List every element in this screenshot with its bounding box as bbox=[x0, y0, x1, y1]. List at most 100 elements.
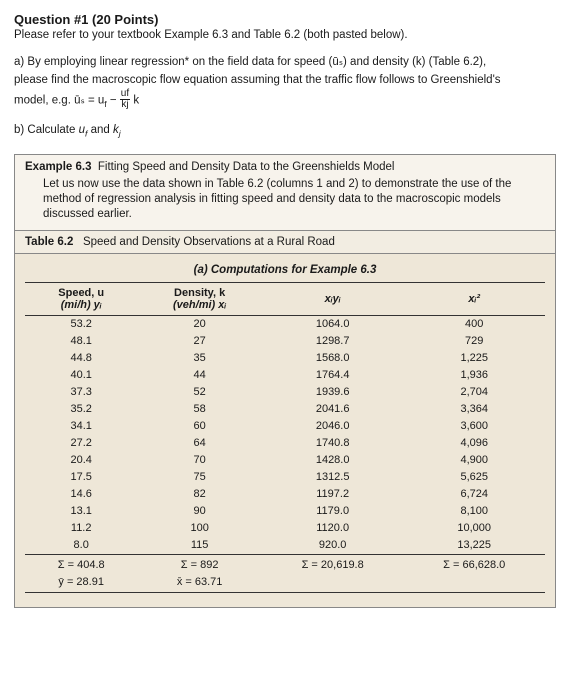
table-cell: 17.5 bbox=[25, 469, 137, 486]
table-cell: 90 bbox=[137, 503, 262, 520]
table-cell: 82 bbox=[137, 486, 262, 503]
table-row: 17.5751312.55,625 bbox=[25, 469, 545, 486]
table-sum-cell: Σ = 404.8 bbox=[25, 554, 137, 573]
table-cell: 75 bbox=[137, 469, 262, 486]
table-cell: 35.2 bbox=[25, 401, 137, 418]
table-cell: 37.3 bbox=[25, 384, 137, 401]
table-cell: 52 bbox=[137, 384, 262, 401]
table-row: 14.6821197.26,724 bbox=[25, 486, 545, 503]
table-cell: 1197.2 bbox=[262, 486, 404, 503]
table-sum-cell: Σ = 66,628.0 bbox=[403, 554, 545, 573]
table-mean-cell: ȳ = 28.91 bbox=[25, 573, 137, 592]
table-cell: 14.6 bbox=[25, 486, 137, 503]
table-cell: 27 bbox=[137, 333, 262, 350]
example-box: Example 6.3 Fitting Speed and Density Da… bbox=[14, 154, 556, 231]
table-cell: 3,364 bbox=[403, 401, 545, 418]
table-cell: 8,100 bbox=[403, 503, 545, 520]
table-cell: 1,936 bbox=[403, 367, 545, 384]
table-row: 34.1602046.03,600 bbox=[25, 418, 545, 435]
table-cell: 1179.0 bbox=[262, 503, 404, 520]
table-cell: 13,225 bbox=[403, 537, 545, 555]
part-a-line1: a) By employing linear regression* on th… bbox=[14, 55, 556, 71]
table-sum-cell: Σ = 20,619.8 bbox=[262, 554, 404, 573]
table-cell: 11.2 bbox=[25, 520, 137, 537]
table-cell: 4,096 bbox=[403, 435, 545, 452]
table-cell: 1428.0 bbox=[262, 452, 404, 469]
part-b: b) Calculate uf and kj bbox=[14, 123, 556, 140]
table-cell: 64 bbox=[137, 435, 262, 452]
table-cell: 1312.5 bbox=[262, 469, 404, 486]
table-cell: 5,625 bbox=[403, 469, 545, 486]
example-label: Example 6.3 bbox=[25, 161, 91, 173]
table-cell: 115 bbox=[137, 537, 262, 555]
table-wrap: (a) Computations for Example 6.3 Speed, … bbox=[14, 254, 556, 608]
table-row: 44.8351568.01,225 bbox=[25, 350, 545, 367]
table-subtitle: (a) Computations for Example 6.3 bbox=[25, 260, 545, 282]
table-cell: 27.2 bbox=[25, 435, 137, 452]
table-cell: 35 bbox=[137, 350, 262, 367]
table-cell: 2046.0 bbox=[262, 418, 404, 435]
part-a-line3: model, e.g. ūₛ = uf − uf kj k bbox=[14, 90, 556, 111]
table-cell: 60 bbox=[137, 418, 262, 435]
table-row: 8.0115920.013,225 bbox=[25, 537, 545, 555]
table-row: 40.1441764.41,936 bbox=[25, 367, 545, 384]
example-body: Let us now use the data shown in Table 6… bbox=[25, 177, 545, 222]
table-cell: 48.1 bbox=[25, 333, 137, 350]
table-cell: 53.2 bbox=[25, 315, 137, 333]
table-cell: 920.0 bbox=[262, 537, 404, 555]
table-cell: 4,900 bbox=[403, 452, 545, 469]
table-cell: 400 bbox=[403, 315, 545, 333]
table-cell: 10,000 bbox=[403, 520, 545, 537]
table-cell: 13.1 bbox=[25, 503, 137, 520]
table-cell: 1939.6 bbox=[262, 384, 404, 401]
table-cell: 729 bbox=[403, 333, 545, 350]
col-xy-header: xᵢyᵢ bbox=[262, 282, 404, 315]
table-mean-cell bbox=[262, 573, 404, 592]
table-cell: 2041.6 bbox=[262, 401, 404, 418]
table-row: 27.2641740.84,096 bbox=[25, 435, 545, 452]
table-cell: 1764.4 bbox=[262, 367, 404, 384]
table-cell: 1298.7 bbox=[262, 333, 404, 350]
table-row: 37.3521939.62,704 bbox=[25, 384, 545, 401]
table-label: Table 6.2 bbox=[25, 236, 73, 248]
table-row: 11.21001120.010,000 bbox=[25, 520, 545, 537]
table-cell: 3,600 bbox=[403, 418, 545, 435]
table-cell: 1064.0 bbox=[262, 315, 404, 333]
question-title: Question #1 (20 Points) bbox=[14, 12, 556, 27]
table-cell: 34.1 bbox=[25, 418, 137, 435]
col-speed-header: Speed, u (mi/h) yᵢ bbox=[25, 282, 137, 315]
example-title: Fitting Speed and Density Data to the Gr… bbox=[98, 161, 395, 173]
table-row: 13.1901179.08,100 bbox=[25, 503, 545, 520]
table-row: 53.2201064.0400 bbox=[25, 315, 545, 333]
table-cell: 6,724 bbox=[403, 486, 545, 503]
table-title: Speed and Density Observations at a Rura… bbox=[83, 236, 335, 248]
table-cell: 20 bbox=[137, 315, 262, 333]
table-cell: 8.0 bbox=[25, 537, 137, 555]
table-cell: 44 bbox=[137, 367, 262, 384]
table-cell: 1,225 bbox=[403, 350, 545, 367]
table-cell: 70 bbox=[137, 452, 262, 469]
table-cell: 1740.8 bbox=[262, 435, 404, 452]
table-cell: 1120.0 bbox=[262, 520, 404, 537]
question-subtitle: Please refer to your textbook Example 6.… bbox=[14, 29, 556, 41]
table-mean-row: ȳ = 28.91x̄ = 63.71 bbox=[25, 573, 545, 592]
table-cell: 2,704 bbox=[403, 384, 545, 401]
col-density-header: Density, k (veh/mi) xᵢ bbox=[137, 282, 262, 315]
table-mean-cell bbox=[403, 573, 545, 592]
table-mean-cell: x̄ = 63.71 bbox=[137, 573, 262, 592]
table-cell: 20.4 bbox=[25, 452, 137, 469]
table-sum-cell: Σ = 892 bbox=[137, 554, 262, 573]
table-cell: 40.1 bbox=[25, 367, 137, 384]
table-title-bar: Table 6.2 Speed and Density Observations… bbox=[14, 231, 556, 254]
table-sum-row: Σ = 404.8Σ = 892Σ = 20,619.8Σ = 66,628.0 bbox=[25, 554, 545, 573]
part-a-line2: please find the macroscopic flow equatio… bbox=[14, 73, 556, 89]
table-cell: 58 bbox=[137, 401, 262, 418]
data-table: Speed, u (mi/h) yᵢ Density, k (veh/mi) x… bbox=[25, 282, 545, 593]
table-row: 48.1271298.7729 bbox=[25, 333, 545, 350]
table-cell: 44.8 bbox=[25, 350, 137, 367]
col-x2-header: xᵢ² bbox=[403, 282, 545, 315]
table-row: 35.2582041.63,364 bbox=[25, 401, 545, 418]
table-row: 20.4701428.04,900 bbox=[25, 452, 545, 469]
table-cell: 1568.0 bbox=[262, 350, 404, 367]
table-cell: 100 bbox=[137, 520, 262, 537]
